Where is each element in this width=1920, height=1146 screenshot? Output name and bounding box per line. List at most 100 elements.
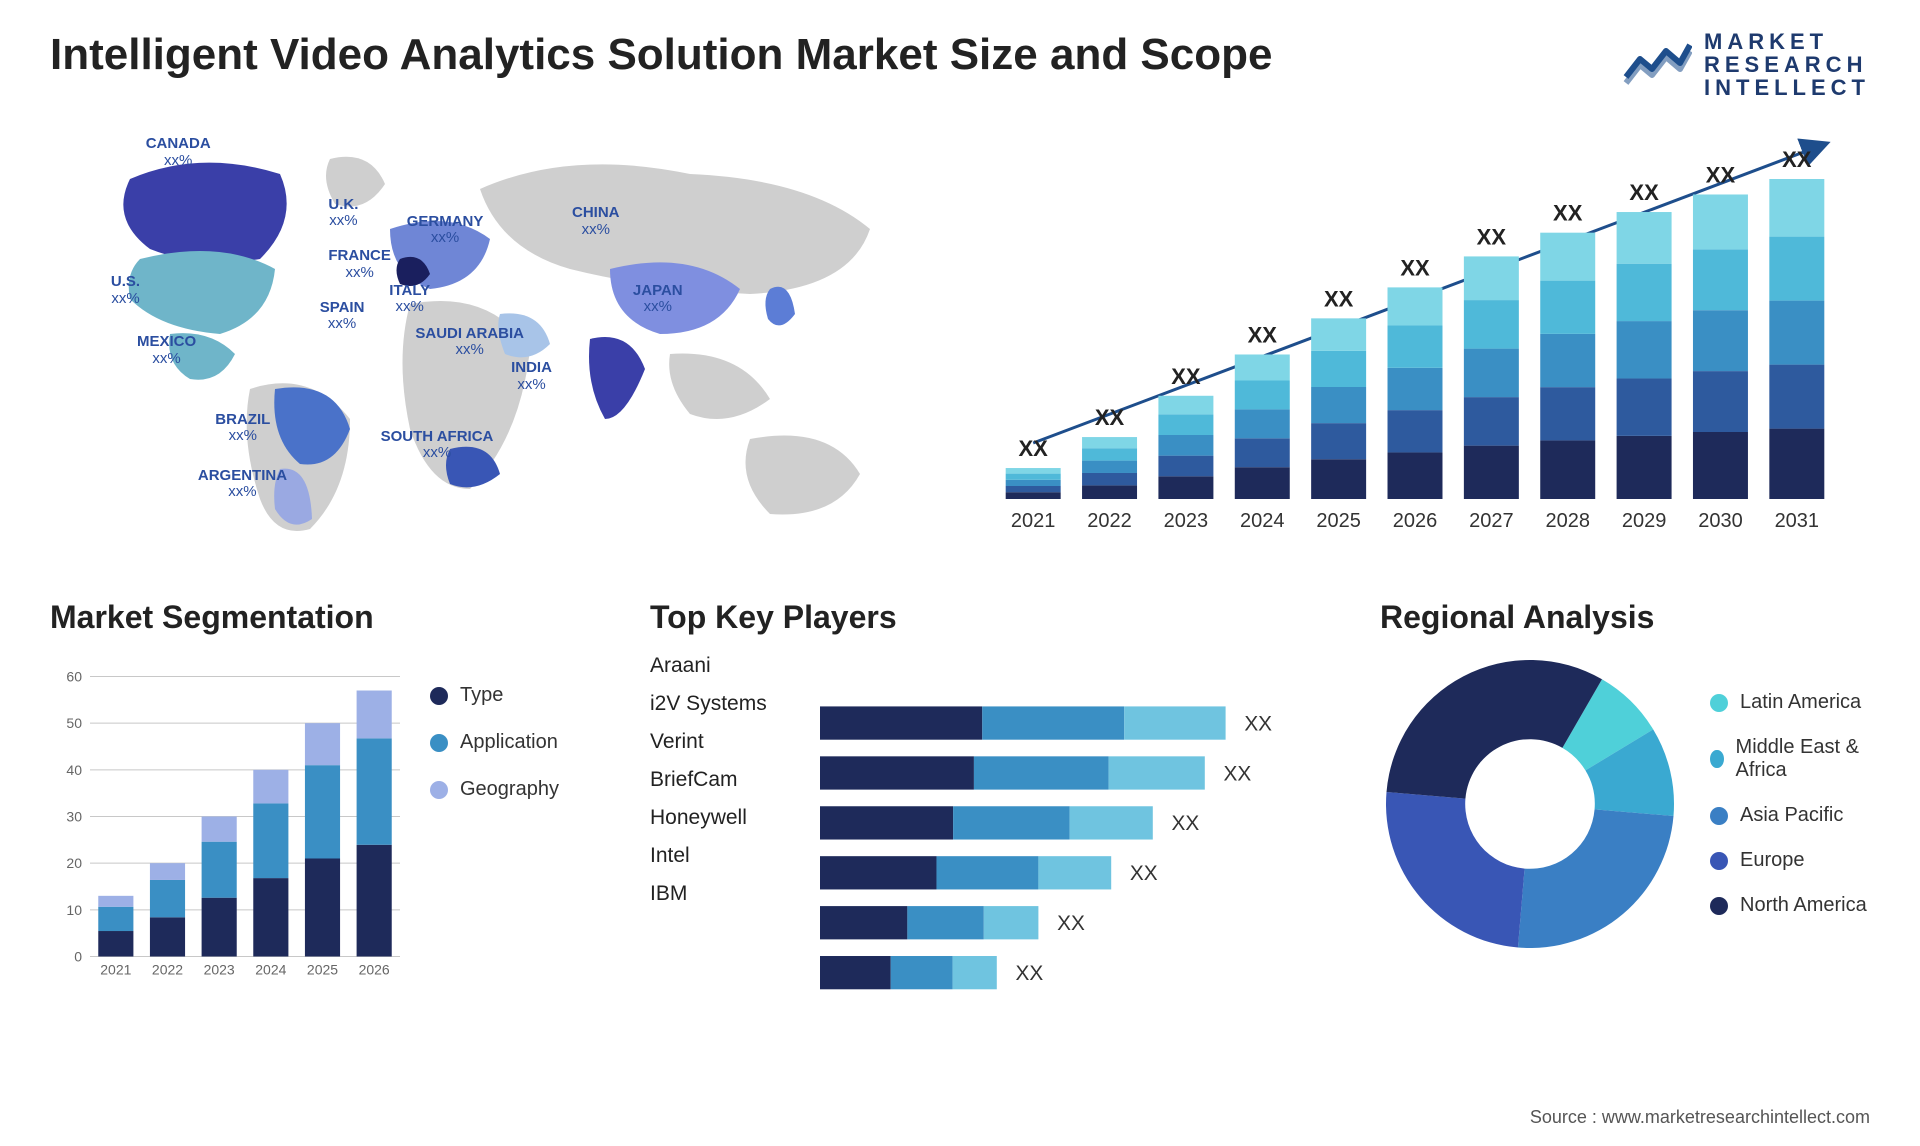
svg-text:XX: XX <box>1019 436 1049 461</box>
player-name: IBM <box>650 882 800 906</box>
players-title: Top Key Players <box>650 599 1340 636</box>
svg-text:2026: 2026 <box>359 962 390 978</box>
legend-swatch-icon <box>1710 852 1728 870</box>
map-label-u-k-: U.K.xx% <box>328 197 358 230</box>
legend-label: Europe <box>1740 849 1805 872</box>
legend-label: Application <box>460 731 558 754</box>
legend-label: Type <box>460 684 503 707</box>
legend-swatch-icon <box>1710 897 1728 915</box>
map-label-germany: GERMANYxx% <box>407 214 484 247</box>
svg-text:2028: 2028 <box>1545 510 1590 532</box>
map-label-china: CHINAxx% <box>572 205 620 238</box>
logo-text-2: RESEARCH <box>1704 53 1870 76</box>
seg-legend-item: Type <box>430 684 559 707</box>
map-label-argentina: ARGENTINAxx% <box>198 468 287 501</box>
legend-label: Latin America <box>1740 691 1861 714</box>
player-name: Verint <box>650 730 800 754</box>
svg-text:2024: 2024 <box>255 962 286 978</box>
svg-text:XX: XX <box>1248 323 1278 348</box>
svg-text:2031: 2031 <box>1775 510 1820 532</box>
seg-legend-item: Application <box>430 731 559 754</box>
svg-text:2029: 2029 <box>1622 510 1667 532</box>
player-name: i2V Systems <box>650 692 800 716</box>
svg-text:20: 20 <box>66 855 82 871</box>
svg-text:XX: XX <box>1130 862 1158 885</box>
players-name-list: Araani i2V Systems Verint BriefCam Honeywell… <box>650 654 800 1002</box>
regional-legend: Latin America Middle East & Africa Asia Pa… <box>1710 691 1870 917</box>
legend-swatch-icon <box>430 781 448 799</box>
svg-text:50: 50 <box>66 715 82 731</box>
svg-text:XX: XX <box>1171 364 1201 389</box>
svg-text:2023: 2023 <box>1164 510 1209 532</box>
source-line: Source : www.marketresearchintellect.com <box>1530 1107 1870 1128</box>
svg-text:60: 60 <box>66 669 82 685</box>
svg-text:XX: XX <box>1095 405 1125 430</box>
players-panel: Top Key Players Araani i2V Systems Verint B… <box>650 599 1340 1009</box>
player-name: Honeywell <box>650 806 800 830</box>
map-label-mexico: MEXICOxx% <box>137 334 196 367</box>
map-label-france: FRANCExx% <box>328 248 391 281</box>
players-chart: XXXXXXXXXXXX <box>820 654 1340 1002</box>
svg-text:2027: 2027 <box>1469 510 1514 532</box>
svg-text:2023: 2023 <box>204 962 235 978</box>
legend-swatch-icon <box>430 687 448 705</box>
map-label-brazil: BRAZILxx% <box>215 412 270 445</box>
logo-text-1: MARKET <box>1704 30 1870 53</box>
region-legend-item: Asia Pacific <box>1710 804 1870 827</box>
player-name: BriefCam <box>650 768 800 792</box>
svg-text:XX: XX <box>1706 163 1736 188</box>
legend-swatch-icon <box>1710 694 1728 712</box>
legend-label: Geography <box>460 778 559 801</box>
svg-text:2022: 2022 <box>152 962 183 978</box>
svg-text:2021: 2021 <box>100 962 131 978</box>
seg-legend-item: Geography <box>430 778 559 801</box>
legend-label: Middle East & Africa <box>1736 736 1870 782</box>
legend-swatch-icon <box>1710 750 1724 768</box>
map-label-japan: JAPANxx% <box>633 283 683 316</box>
regional-title: Regional Analysis <box>1380 599 1870 636</box>
map-label-south-africa: SOUTH AFRICAxx% <box>381 429 494 462</box>
map-label-saudi-arabia: SAUDI ARABIAxx% <box>415 326 524 359</box>
world-map: CANADAxx% U.S.xx% MEXICOxx% BRAZILxx% ARGENT… <box>50 119 920 549</box>
svg-text:XX: XX <box>1400 256 1430 281</box>
segmentation-title: Market Segmentation <box>50 599 610 636</box>
legend-label: North America <box>1740 894 1867 917</box>
svg-text:XX: XX <box>1244 713 1272 736</box>
regional-panel: Regional Analysis Latin America Middle Ea… <box>1380 599 1870 1009</box>
svg-text:0: 0 <box>74 949 82 965</box>
svg-text:2026: 2026 <box>1393 510 1438 532</box>
logo: MARKET RESEARCH INTELLECT <box>1622 30 1870 99</box>
svg-text:XX: XX <box>1477 225 1507 250</box>
region-legend-item: North America <box>1710 894 1870 917</box>
segmentation-legend: Type Application Geography <box>430 654 559 1009</box>
svg-text:XX: XX <box>1016 962 1044 985</box>
svg-text:XX: XX <box>1553 201 1583 226</box>
logo-mark-icon <box>1622 37 1692 92</box>
map-label-italy: ITALYxx% <box>389 283 430 316</box>
segmentation-panel: Market Segmentation 0 10 20 30 40 50 60 2021 202… <box>50 599 610 1009</box>
region-legend-item: Europe <box>1710 849 1870 872</box>
player-name: Intel <box>650 844 800 868</box>
map-label-canada: CANADAxx% <box>146 136 211 169</box>
regional-donut <box>1380 654 1680 954</box>
svg-text:40: 40 <box>66 762 82 778</box>
svg-text:XX: XX <box>1629 180 1659 205</box>
region-legend-item: Middle East & Africa <box>1710 736 1870 782</box>
svg-text:XX: XX <box>1057 912 1085 935</box>
map-label-u-s-: U.S.xx% <box>111 274 140 307</box>
page-title: Intelligent Video Analytics Solution Mar… <box>50 30 1272 80</box>
svg-text:2025: 2025 <box>1316 510 1361 532</box>
legend-swatch-icon <box>430 734 448 752</box>
svg-text:XX: XX <box>1224 763 1252 786</box>
player-name: Araani <box>650 654 800 678</box>
svg-text:2030: 2030 <box>1698 510 1743 532</box>
svg-text:XX: XX <box>1324 287 1354 312</box>
legend-swatch-icon <box>1710 807 1728 825</box>
legend-label: Asia Pacific <box>1740 804 1843 827</box>
svg-text:10: 10 <box>66 902 82 918</box>
forecast-chart: XX2021XX2022XX2023XX2024XX2025XX2026XX20… <box>960 119 1870 549</box>
logo-text-3: INTELLECT <box>1704 76 1870 99</box>
svg-text:2025: 2025 <box>307 962 338 978</box>
svg-text:2021: 2021 <box>1011 510 1055 532</box>
svg-text:30: 30 <box>66 809 82 825</box>
